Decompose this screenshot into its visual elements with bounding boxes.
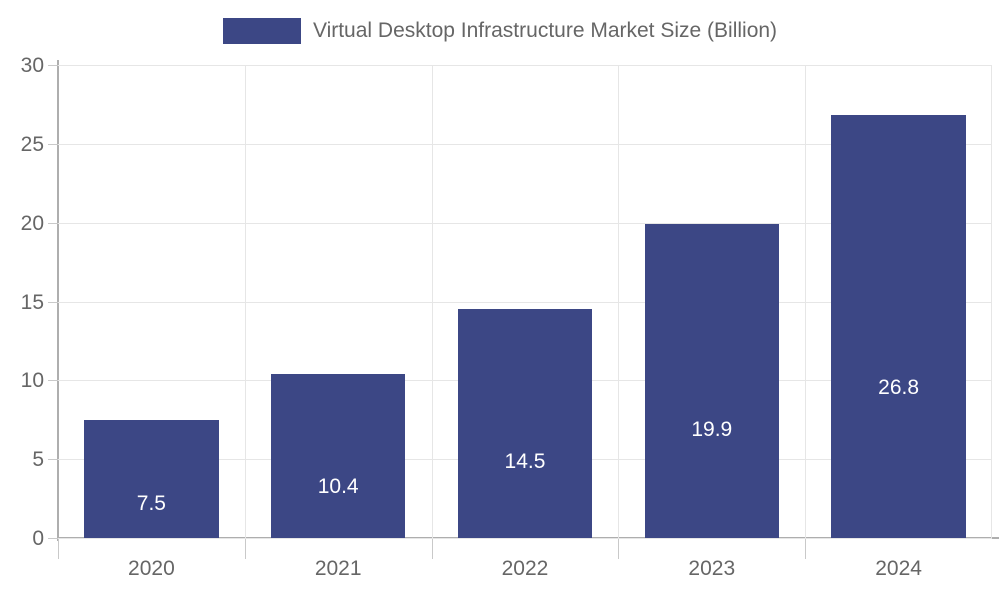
bar-2021[interactable]	[270, 374, 406, 538]
x-axis-tick	[805, 539, 806, 559]
y-axis-tick	[48, 459, 58, 461]
gridline-vertical	[805, 65, 806, 538]
x-axis-tick-label: 2022	[501, 557, 549, 580]
y-axis-tick-label: 30	[20, 54, 44, 77]
y-axis-tick	[48, 143, 58, 145]
y-axis-tick-label: 25	[20, 132, 44, 156]
gridline-horizontal	[58, 143, 992, 145]
legend-item-label: Virtual Desktop Infrastructure Market Si…	[312, 19, 778, 42]
gridline-horizontal	[58, 222, 992, 224]
y-axis-tick-label: 5	[32, 448, 44, 472]
gridline-horizontal	[58, 538, 992, 539]
y-axis-tick-label: 0	[32, 527, 44, 550]
bar-2022[interactable]	[457, 309, 593, 538]
y-axis-tick	[48, 380, 58, 382]
x-axis-tick-label: 2021	[314, 557, 362, 580]
gridline-vertical	[432, 65, 433, 538]
y-axis-tick-label: 10	[20, 369, 44, 393]
y-axis-tick	[48, 538, 58, 539]
legend-item-market-size[interactable]: Virtual Desktop Infrastructure Market Si…	[222, 18, 778, 44]
x-axis-tick	[245, 539, 246, 559]
gridline-vertical	[618, 65, 619, 538]
x-axis-tick-label: 2020	[128, 557, 175, 580]
legend-swatch-icon	[222, 18, 301, 44]
bar-2020[interactable]	[84, 419, 219, 538]
plot-right-border	[991, 65, 992, 538]
bar-2023[interactable]	[644, 224, 780, 538]
x-axis-tick-label: 2024	[875, 557, 922, 580]
gridline-horizontal	[58, 65, 992, 66]
bar-2024[interactable]	[831, 115, 966, 538]
y-axis-tick-label: 15	[20, 290, 44, 314]
y-axis-tick	[48, 222, 58, 224]
chart-legend: Virtual Desktop Infrastructure Market Si…	[0, 0, 1000, 60]
y-axis-tick	[48, 301, 58, 303]
gridline-vertical	[245, 65, 246, 538]
x-axis-tick	[58, 539, 59, 559]
plot-area: 7.5 10.4 14.5 19.9 26.8	[58, 65, 992, 539]
y-axis-tick-label: 20	[20, 211, 44, 235]
y-axis-line	[57, 60, 59, 541]
y-axis-tick	[48, 65, 58, 66]
x-axis-tick	[618, 539, 619, 559]
x-axis-tick	[432, 539, 433, 559]
x-axis-tick-label: 2023	[688, 557, 736, 580]
gridline-horizontal	[58, 301, 992, 303]
